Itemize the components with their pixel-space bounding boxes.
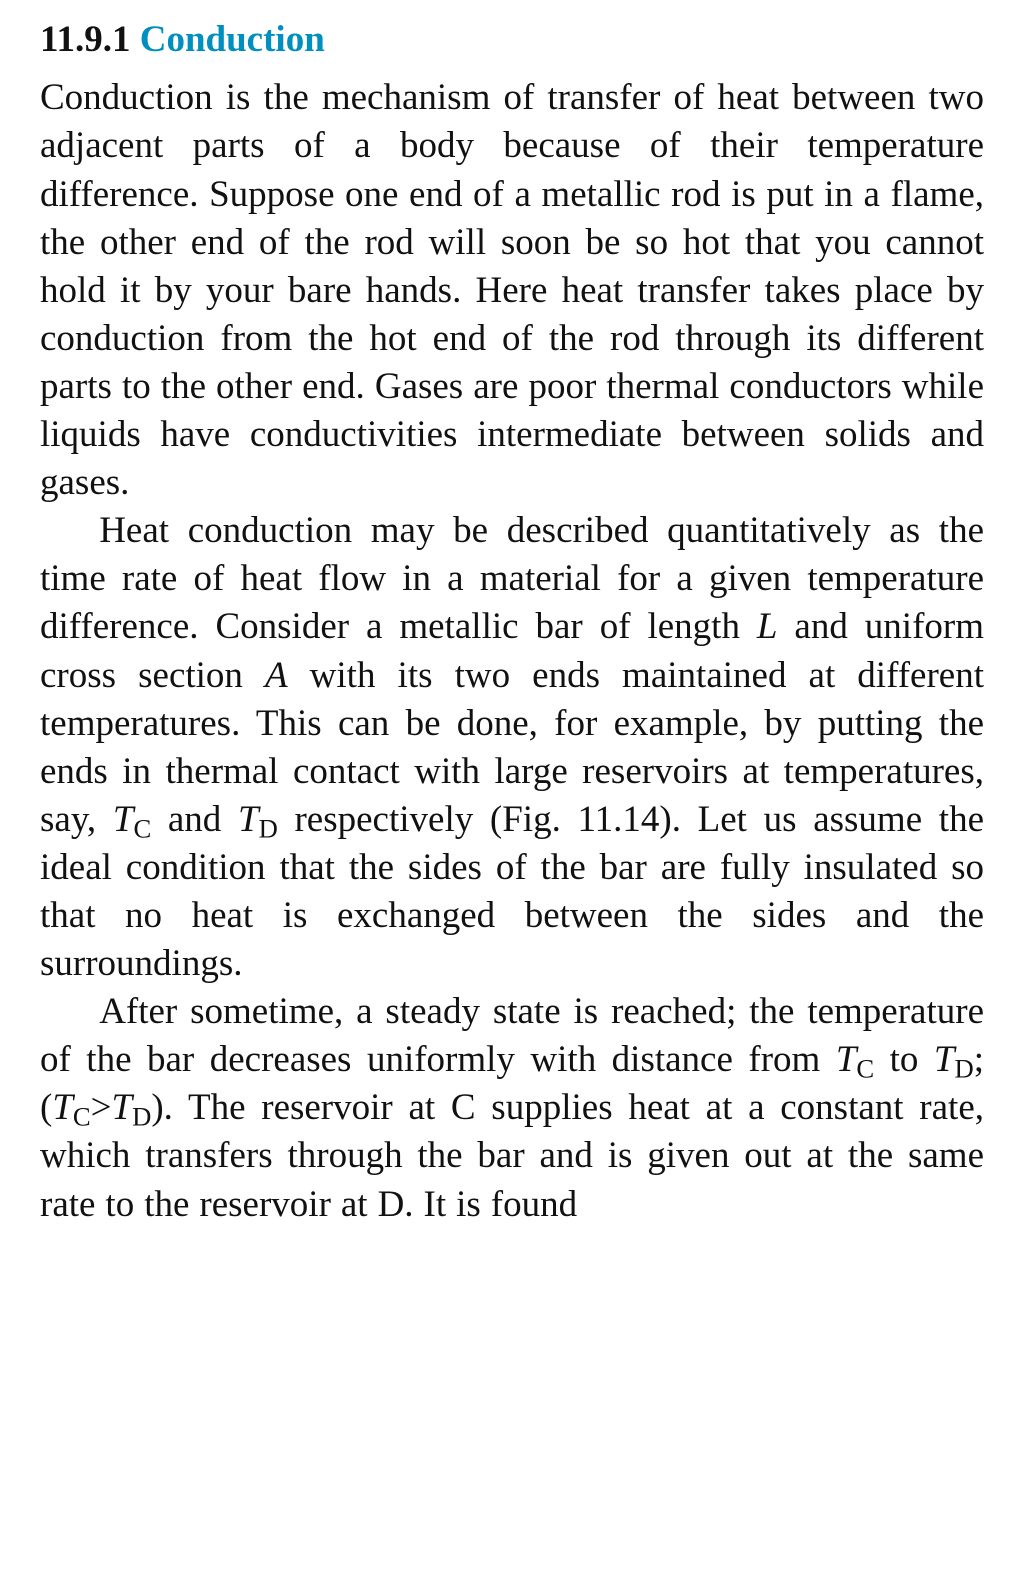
var-TC-3: T <box>52 1087 73 1128</box>
p3-text-b: to <box>874 1039 934 1080</box>
gt-sign: > <box>91 1087 112 1128</box>
sub-D: D <box>259 813 278 843</box>
sub-D-3: D <box>132 1102 151 1132</box>
p2-text-d: and <box>151 799 238 840</box>
section-title: Conduction <box>140 19 325 60</box>
sub-C-3: C <box>73 1102 91 1132</box>
p3-text-d: ). The reservoir at C supplies heat at a… <box>40 1087 984 1224</box>
sub-D-2: D <box>955 1054 974 1084</box>
var-TC-2: T <box>836 1039 857 1080</box>
var-TC: T <box>113 799 134 840</box>
var-TD-3: T <box>112 1087 133 1128</box>
var-A: A <box>265 655 288 696</box>
var-TD-2: T <box>934 1039 955 1080</box>
var-L: L <box>757 606 778 647</box>
paragraph-2: Heat conduction may be described quantit… <box>40 507 984 988</box>
section-heading: 11.9.1 Conduction <box>40 18 984 62</box>
paragraph-3: After sometime, a steady state is reache… <box>40 988 984 1228</box>
sub-C: C <box>133 813 151 843</box>
page: 11.9.1 Conduction Conduction is the mech… <box>0 0 1024 1585</box>
var-TD: T <box>238 799 259 840</box>
section-number: 11.9.1 <box>40 19 130 60</box>
paragraph-1: Conduction is the mechanism of transfer … <box>40 74 984 507</box>
sub-C-2: C <box>856 1054 874 1084</box>
